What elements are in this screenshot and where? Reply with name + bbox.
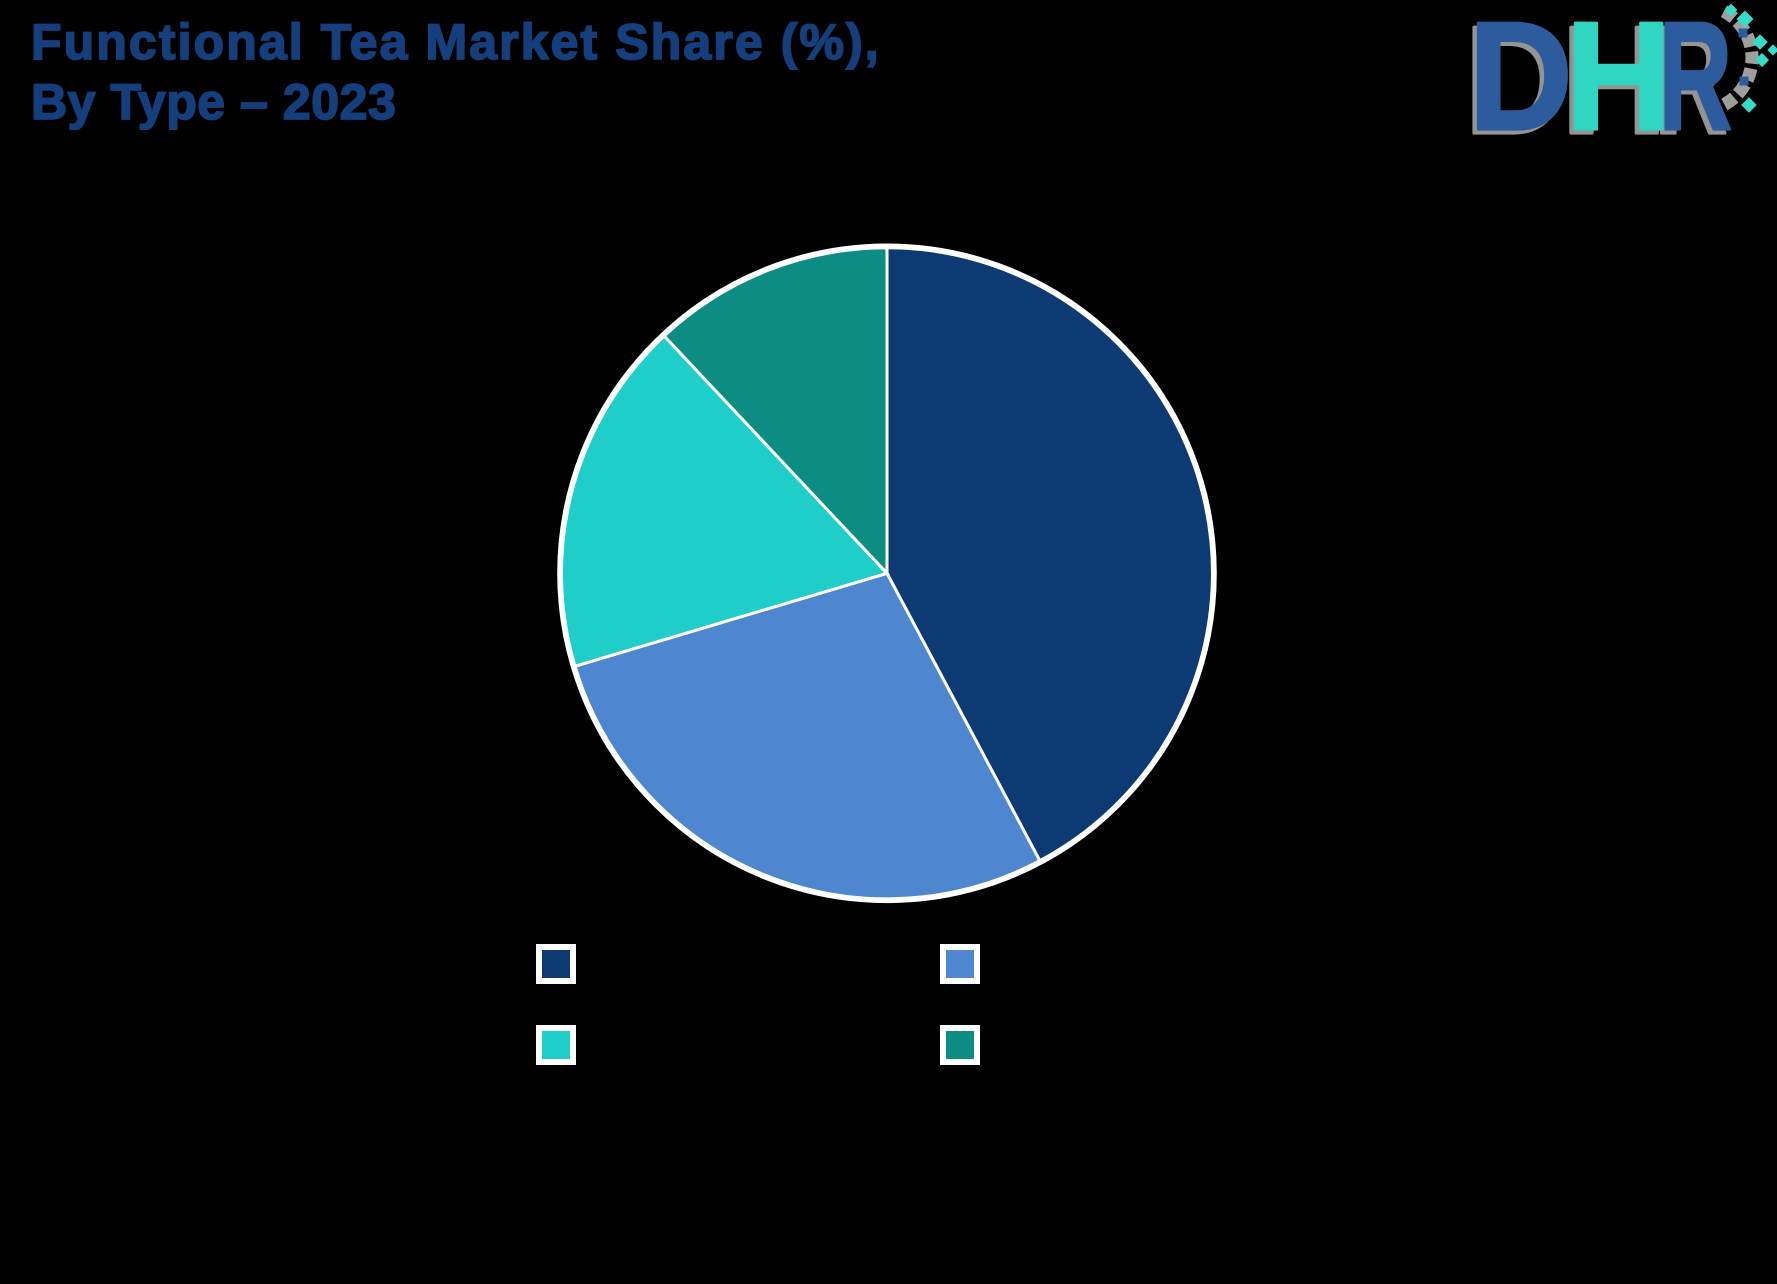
svg-text:R: R: [1654, 0, 1727, 166]
svg-text:H: H: [1561, 0, 1667, 166]
svg-text:D: D: [1469, 0, 1573, 162]
svg-text:H: H: [1566, 0, 1672, 162]
svg-text:D: D: [1464, 0, 1568, 166]
svg-text:R: R: [1659, 0, 1732, 162]
